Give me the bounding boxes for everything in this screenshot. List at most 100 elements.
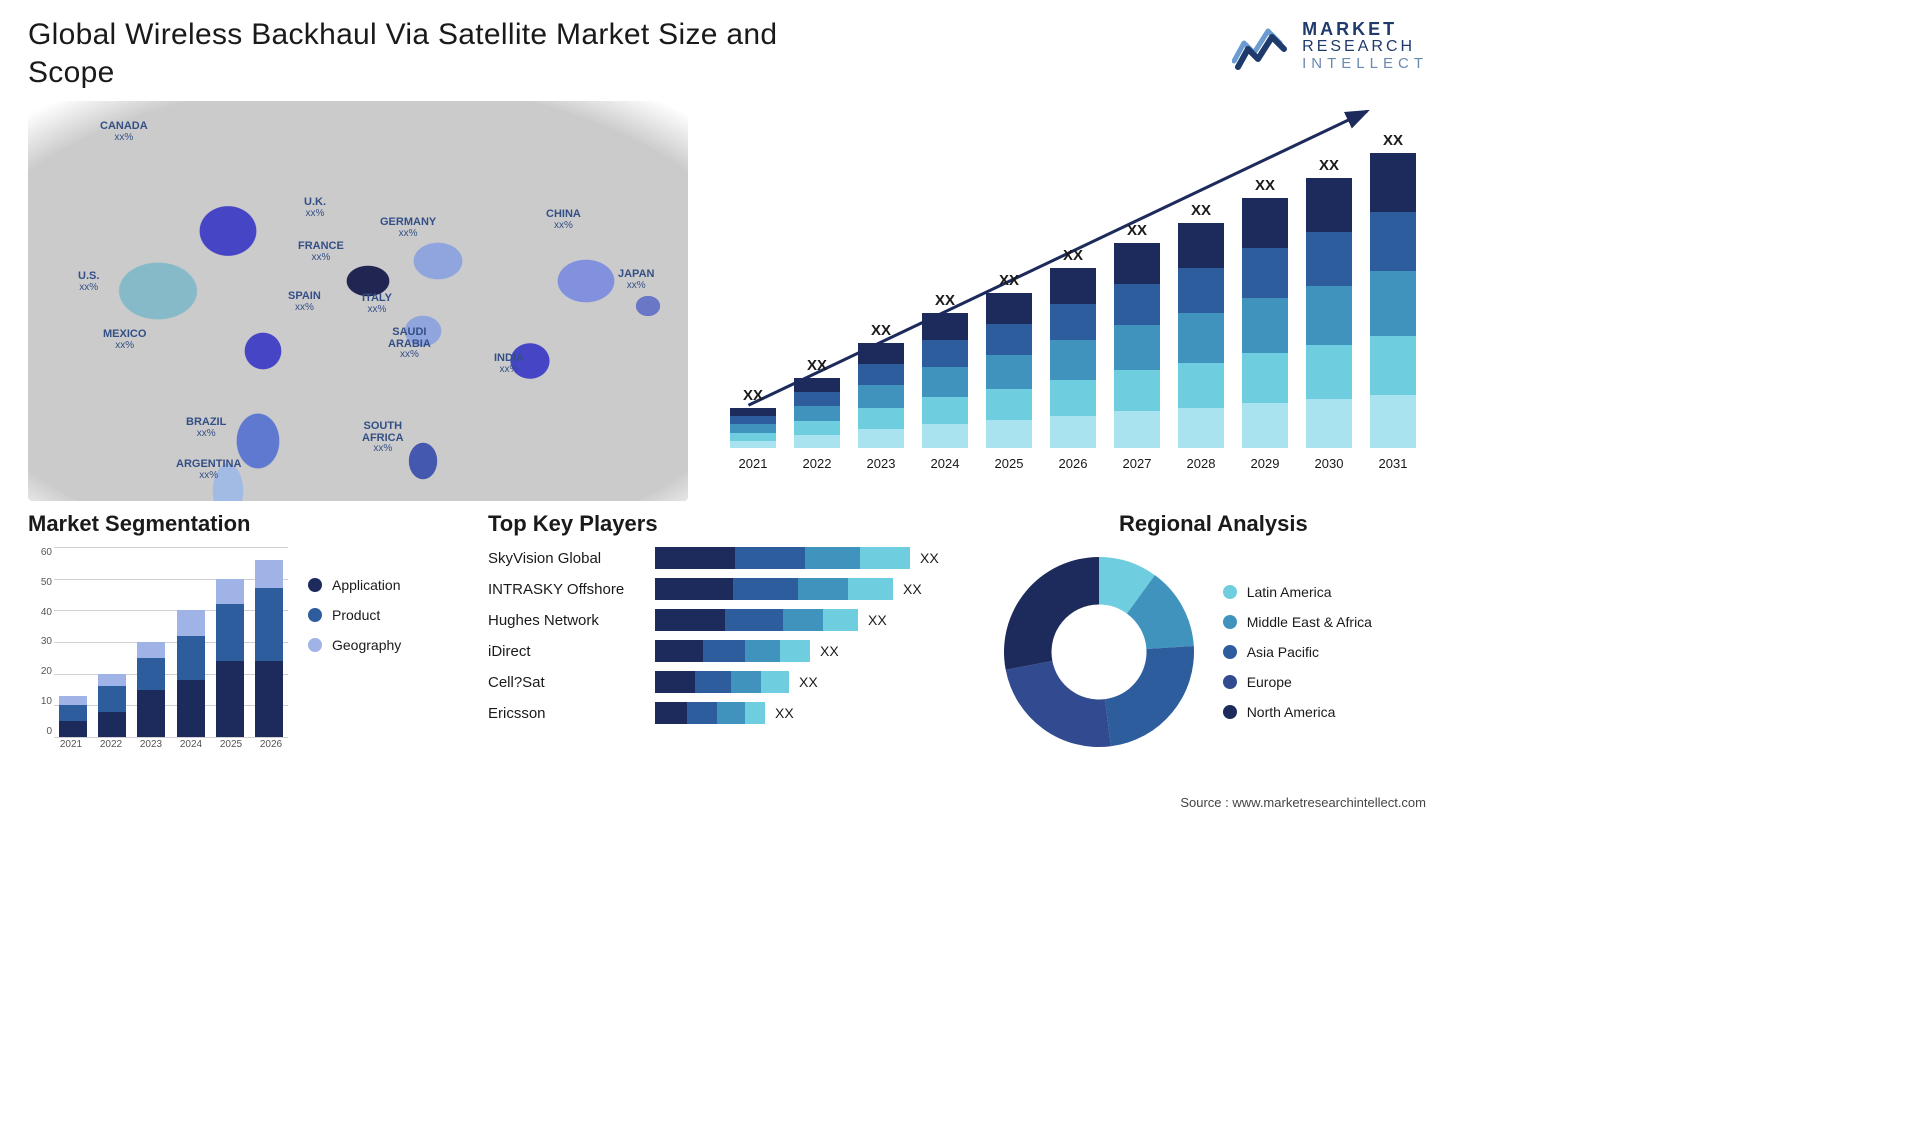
bar-segment (986, 389, 1032, 420)
bar-segment (1370, 153, 1416, 212)
bar-segment (1114, 411, 1160, 448)
seg-bar-segment (216, 579, 244, 604)
key-player-row: iDirectXX (488, 640, 939, 662)
seg-bar-segment (59, 696, 87, 706)
bar-value-label: XX (1255, 177, 1275, 194)
seg-bar-segment (137, 642, 165, 658)
legend-swatch-icon (1223, 615, 1237, 629)
legend-label: Europe (1247, 674, 1292, 690)
bar-body (1306, 178, 1352, 448)
legend-swatch-icon (308, 578, 322, 592)
segmentation-bars (54, 547, 288, 737)
bar-body (1242, 198, 1288, 448)
main-bar-column: XX2031 (1366, 132, 1420, 471)
y-tick-label: 0 (28, 726, 52, 737)
key-player-label: SkyVision Global (488, 550, 643, 567)
segmentation-title: Market Segmentation (28, 511, 458, 537)
bar-segment (730, 408, 776, 416)
key-player-segment (735, 547, 805, 569)
regional-chart: Latin AmericaMiddle East & AfricaAsia Pa… (999, 547, 1428, 757)
bar-segment (1370, 271, 1416, 336)
legend-swatch-icon (308, 608, 322, 622)
y-tick-label: 60 (28, 547, 52, 558)
map-label: BRAZILxx% (186, 417, 226, 439)
map-label: FRANCExx% (298, 241, 344, 263)
bar-segment (1306, 399, 1352, 448)
bar-segment (922, 313, 968, 340)
key-player-row: SkyVision GlobalXX (488, 547, 939, 569)
main-bar-container: XX2021XX2022XX2023XX2024XX2025XX2026XX20… (718, 111, 1428, 471)
legend-item: Application (308, 577, 401, 593)
bar-segment (1050, 380, 1096, 416)
key-player-row: Cell?SatXX (488, 671, 939, 693)
seg-bar-body (255, 560, 283, 737)
page-title: Global Wireless Backhaul Via Satellite M… (28, 16, 808, 91)
bar-segment (1178, 223, 1224, 268)
bar-segment (1242, 353, 1288, 403)
key-player-segment (695, 671, 731, 693)
bar-segment (922, 340, 968, 367)
y-tick-label: 10 (28, 696, 52, 707)
bar-year-label: 2023 (867, 456, 896, 471)
key-player-segment (733, 578, 798, 600)
bottom-row: Market Segmentation 6050403020100 202120… (28, 511, 1428, 769)
key-players-chart: SkyVision GlobalXXINTRASKY OffshoreXXHug… (488, 547, 969, 724)
seg-bar-segment (177, 636, 205, 680)
legend-label: Middle East & Africa (1247, 614, 1372, 630)
seg-bar-body (137, 642, 165, 737)
bar-value-label: XX (1383, 132, 1403, 149)
key-player-bar (655, 671, 789, 693)
seg-bar-segment (177, 680, 205, 737)
segmentation-yaxis: 6050403020100 (28, 547, 52, 737)
legend-label: North America (1247, 704, 1336, 720)
market-size-chart: XX2021XX2022XX2023XX2024XX2025XX2026XX20… (718, 101, 1428, 501)
bar-segment (858, 343, 904, 364)
bar-segment (1050, 304, 1096, 340)
key-player-segment (655, 578, 733, 600)
key-player-segment (745, 702, 765, 724)
bar-body (730, 408, 776, 448)
bar-segment (730, 433, 776, 441)
seg-year-label: 2022 (94, 739, 128, 757)
logo-line1: MARKET (1302, 20, 1428, 39)
map-label: SPAINxx% (288, 291, 321, 313)
key-player-value: XX (903, 581, 922, 597)
main-bar-column: XX2023 (854, 322, 908, 471)
legend-swatch-icon (1223, 585, 1237, 599)
map-label: GERMANYxx% (380, 217, 436, 239)
bar-value-label: XX (1063, 247, 1083, 264)
key-player-segment (655, 609, 725, 631)
seg-bar-body (177, 610, 205, 737)
bar-year-label: 2028 (1187, 456, 1216, 471)
segmentation-legend: ApplicationProductGeography (308, 547, 401, 757)
regional-legend: Latin AmericaMiddle East & AfricaAsia Pa… (1223, 584, 1372, 720)
bar-body (922, 313, 968, 448)
bar-segment (1306, 345, 1352, 399)
bar-year-label: 2025 (995, 456, 1024, 471)
key-player-segment (655, 547, 735, 569)
legend-item: Middle East & Africa (1223, 614, 1372, 630)
seg-bar-column (253, 560, 286, 737)
seg-bar-segment (98, 674, 126, 687)
bar-segment (730, 441, 776, 448)
legend-item: North America (1223, 704, 1372, 720)
map-label: SOUTHAFRICAxx% (362, 421, 404, 455)
logo-text: MARKET RESEARCH INTELLECT (1302, 20, 1428, 71)
bar-segment (1370, 395, 1416, 448)
legend-item: Product (308, 607, 401, 623)
seg-year-label: 2024 (174, 739, 208, 757)
seg-bar-body (59, 696, 87, 737)
bar-segment (986, 420, 1032, 448)
logo-line3: INTELLECT (1302, 56, 1428, 72)
key-player-value: XX (868, 612, 887, 628)
bar-segment (858, 408, 904, 429)
seg-bar-segment (255, 661, 283, 737)
key-player-segment (655, 671, 695, 693)
seg-bar-segment (255, 560, 283, 589)
segmentation-chart: 6050403020100 202120222023202420252026 A… (28, 547, 458, 757)
key-player-row: INTRASKY OffshoreXX (488, 578, 939, 600)
seg-year-label: 2025 (214, 739, 248, 757)
bar-segment (1178, 363, 1224, 408)
regional-panel: Regional Analysis Latin AmericaMiddle Ea… (999, 511, 1428, 769)
seg-bar-segment (98, 712, 126, 737)
